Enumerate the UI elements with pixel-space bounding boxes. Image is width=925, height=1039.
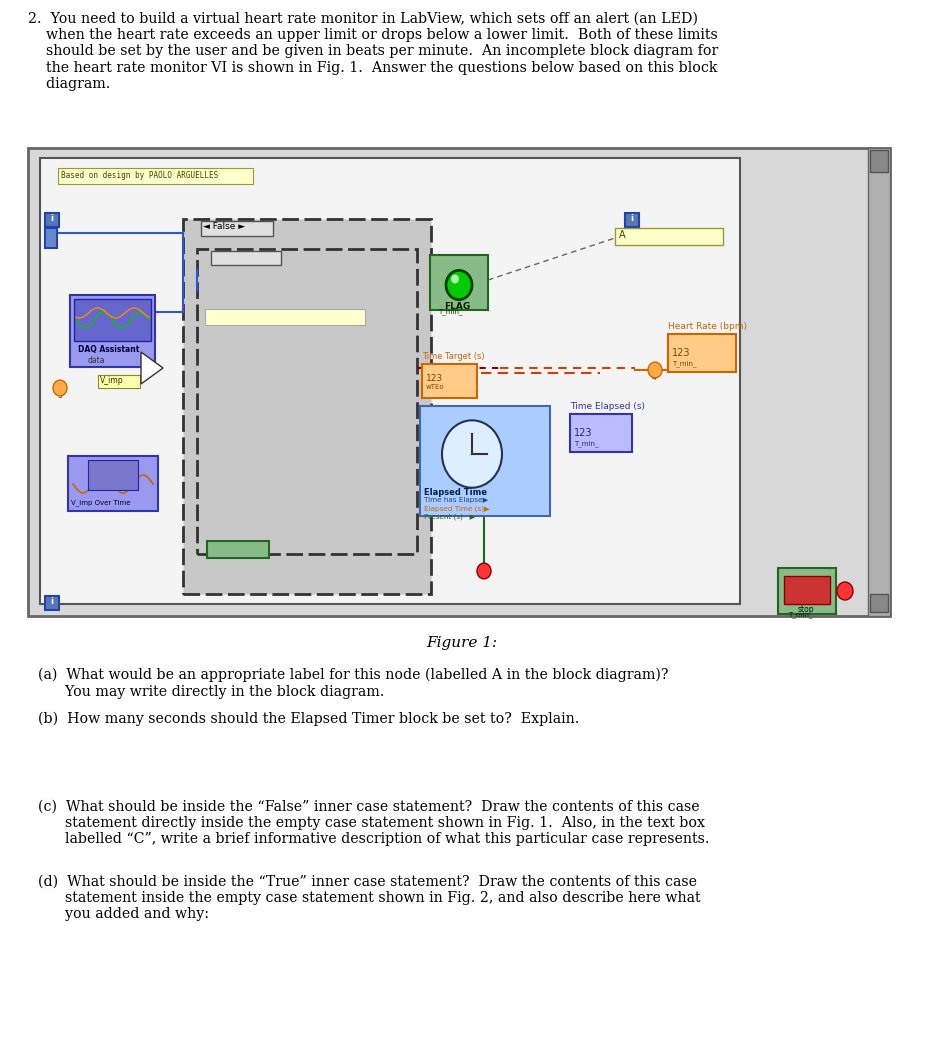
Bar bbox=[197, 249, 417, 554]
Bar bbox=[570, 414, 632, 452]
Text: V_imp: V_imp bbox=[100, 376, 124, 385]
Text: 3: 3 bbox=[57, 391, 62, 400]
Text: i: i bbox=[631, 214, 634, 223]
Text: 2.  You need to build a virtual heart rate monitor in LabView, which sets off an: 2. You need to build a virtual heart rat… bbox=[28, 12, 718, 90]
Text: FLAG: FLAG bbox=[444, 302, 470, 311]
Text: 123: 123 bbox=[426, 374, 443, 383]
Bar bbox=[40, 158, 740, 604]
Bar bbox=[207, 541, 269, 558]
Bar bbox=[868, 148, 890, 616]
Bar bbox=[45, 228, 57, 248]
Text: Time has Elapse▶: Time has Elapse▶ bbox=[424, 497, 488, 503]
Text: T_min_: T_min_ bbox=[574, 439, 598, 447]
Text: wTEo: wTEo bbox=[426, 384, 445, 390]
Text: Time Elapsed (s): Time Elapsed (s) bbox=[570, 402, 645, 411]
Polygon shape bbox=[141, 352, 163, 384]
Circle shape bbox=[648, 363, 662, 378]
Bar bbox=[183, 219, 431, 594]
Text: 4: 4 bbox=[652, 373, 657, 382]
Text: V_imp Over Time: V_imp Over Time bbox=[71, 499, 130, 506]
Bar bbox=[74, 299, 151, 341]
Bar bbox=[68, 456, 158, 511]
Text: ◄ False ►: ◄ False ► bbox=[213, 252, 255, 261]
Bar bbox=[870, 594, 888, 612]
Text: Heart Rate (bpm): Heart Rate (bpm) bbox=[668, 322, 747, 331]
Bar bbox=[98, 375, 140, 388]
Text: ▲FLAG▶: ▲FLAG▶ bbox=[211, 543, 248, 552]
Text: T_min_: T_min_ bbox=[438, 308, 462, 315]
Circle shape bbox=[477, 563, 491, 579]
Bar bbox=[422, 364, 477, 398]
Text: A: A bbox=[619, 230, 625, 240]
Bar bbox=[420, 406, 550, 516]
Bar bbox=[45, 596, 59, 610]
Bar bbox=[205, 309, 365, 325]
Bar bbox=[58, 168, 253, 184]
Text: T_min_: T_min_ bbox=[672, 359, 697, 367]
Text: T_min_: T_min_ bbox=[788, 611, 812, 618]
Text: i: i bbox=[51, 597, 54, 606]
Bar bbox=[201, 221, 273, 236]
Text: Present (s)   ▶: Present (s) ▶ bbox=[424, 513, 475, 520]
Text: (a)  What would be an appropriate label for this node (labelled A in the block d: (a) What would be an appropriate label f… bbox=[38, 668, 669, 698]
Text: 123: 123 bbox=[672, 348, 690, 358]
Text: (b)  How many seconds should the Elapsed Timer block be set to?  Explain.: (b) How many seconds should the Elapsed … bbox=[38, 712, 579, 726]
Bar bbox=[784, 576, 830, 604]
Bar bbox=[778, 568, 836, 614]
Bar bbox=[668, 334, 736, 372]
Bar bbox=[70, 295, 155, 367]
Text: DAQ Assistant: DAQ Assistant bbox=[78, 345, 140, 354]
Text: Time Target (s): Time Target (s) bbox=[422, 352, 485, 361]
Bar bbox=[625, 213, 639, 227]
Bar bbox=[430, 255, 488, 310]
Text: (d)  What should be inside the “True” inner case statement?  Draw the contents o: (d) What should be inside the “True” inn… bbox=[38, 875, 700, 922]
Circle shape bbox=[53, 380, 67, 396]
Bar bbox=[88, 460, 138, 490]
Circle shape bbox=[442, 421, 502, 487]
Text: i: i bbox=[51, 214, 54, 223]
Bar bbox=[45, 213, 59, 227]
Circle shape bbox=[446, 270, 472, 299]
Bar bbox=[28, 148, 890, 616]
Text: (c)  What should be inside the “False” inner case statement?  Draw the contents : (c) What should be inside the “False” in… bbox=[38, 800, 709, 847]
Circle shape bbox=[451, 274, 459, 284]
Bar bbox=[870, 150, 888, 172]
Text: Figure 1:: Figure 1: bbox=[426, 636, 498, 650]
Text: stop: stop bbox=[798, 605, 815, 614]
Text: STOP: STOP bbox=[791, 586, 818, 595]
Text: Based on design by PAOLO ARGUELLES: Based on design by PAOLO ARGUELLES bbox=[61, 171, 218, 180]
Text: data: data bbox=[88, 356, 105, 365]
Text: 123: 123 bbox=[574, 428, 593, 438]
Bar bbox=[615, 228, 723, 245]
Text: Elapsed Time: Elapsed Time bbox=[424, 488, 487, 497]
Circle shape bbox=[837, 582, 853, 600]
Text: Elapsed Time (s)▶: Elapsed Time (s)▶ bbox=[424, 505, 489, 511]
Text: ◄ False ►: ◄ False ► bbox=[203, 222, 245, 231]
Bar bbox=[211, 251, 281, 265]
